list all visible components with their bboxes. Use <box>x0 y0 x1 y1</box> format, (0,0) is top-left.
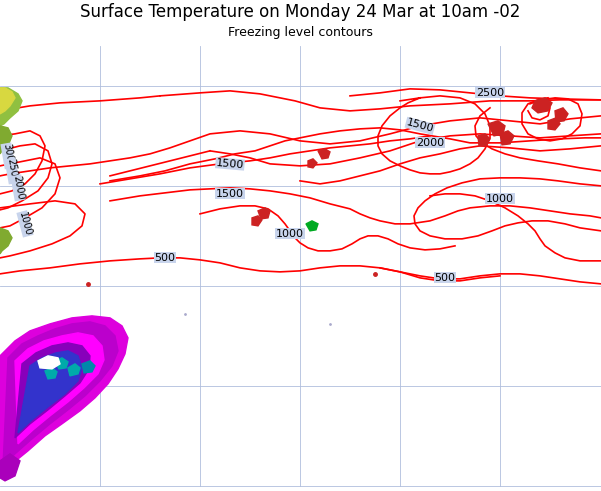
Polygon shape <box>15 333 104 444</box>
Polygon shape <box>82 361 95 373</box>
Polygon shape <box>68 364 80 376</box>
Text: 2500: 2500 <box>5 158 19 184</box>
Polygon shape <box>18 351 82 433</box>
Text: 1000: 1000 <box>486 194 514 204</box>
Polygon shape <box>15 343 90 438</box>
Polygon shape <box>532 98 552 113</box>
Polygon shape <box>3 322 118 466</box>
Text: 1500: 1500 <box>216 189 244 199</box>
Polygon shape <box>0 88 22 126</box>
Polygon shape <box>45 368 57 379</box>
Text: 2000: 2000 <box>11 175 25 201</box>
Polygon shape <box>548 118 560 130</box>
Text: Surface Temperature on Monday 24 Mar at 10am -02: Surface Temperature on Monday 24 Mar at … <box>81 2 520 21</box>
Polygon shape <box>318 149 330 159</box>
Text: Freezing level contours: Freezing level contours <box>228 26 373 39</box>
Polygon shape <box>500 131 514 145</box>
Text: 2500: 2500 <box>476 88 504 98</box>
Polygon shape <box>0 228 12 254</box>
Polygon shape <box>488 121 505 136</box>
Text: 1500: 1500 <box>216 158 245 170</box>
Text: 1000: 1000 <box>17 211 33 237</box>
Polygon shape <box>0 88 15 114</box>
Polygon shape <box>0 316 128 476</box>
Polygon shape <box>555 108 568 122</box>
Polygon shape <box>478 134 490 146</box>
Polygon shape <box>55 358 68 369</box>
Polygon shape <box>308 159 317 168</box>
Text: 1500: 1500 <box>405 117 435 135</box>
Text: 2000: 2000 <box>416 138 444 148</box>
Text: 500: 500 <box>154 253 175 263</box>
Text: 500: 500 <box>435 273 456 283</box>
Text: 3000: 3000 <box>1 143 15 169</box>
Polygon shape <box>0 454 20 481</box>
Text: 1000: 1000 <box>276 229 304 239</box>
Polygon shape <box>0 126 12 154</box>
Polygon shape <box>38 356 60 369</box>
Polygon shape <box>258 208 270 219</box>
Polygon shape <box>252 216 262 226</box>
Polygon shape <box>306 221 318 231</box>
